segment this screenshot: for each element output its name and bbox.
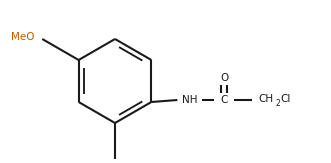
Text: 2: 2 bbox=[276, 99, 281, 108]
Text: C: C bbox=[221, 95, 228, 105]
Text: O: O bbox=[220, 73, 228, 83]
Text: CH: CH bbox=[259, 94, 274, 104]
Text: NH: NH bbox=[182, 95, 197, 105]
Text: Cl: Cl bbox=[280, 94, 291, 104]
Text: MeO: MeO bbox=[11, 32, 34, 42]
